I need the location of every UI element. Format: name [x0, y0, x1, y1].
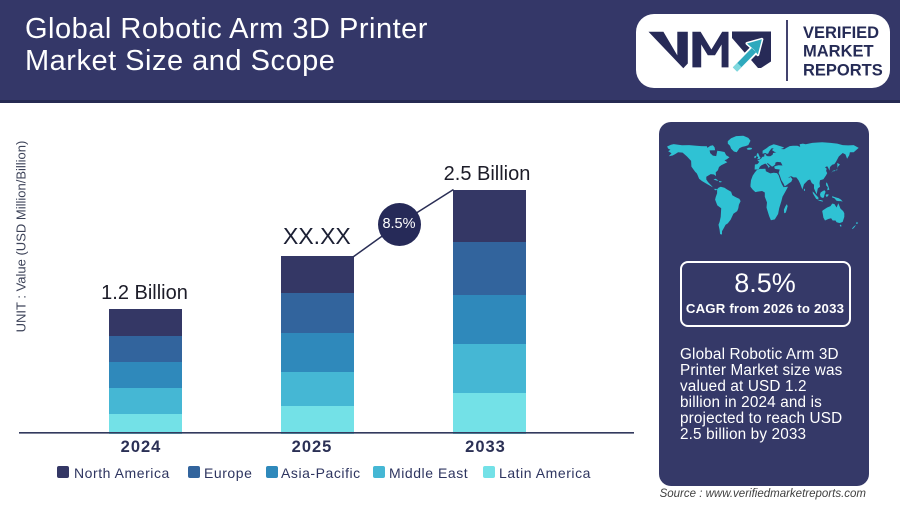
svg-text:MARKET: MARKET [803, 43, 874, 61]
svg-text:VERIFIED: VERIFIED [803, 24, 879, 42]
svg-text:REPORTS: REPORTS [803, 61, 883, 79]
